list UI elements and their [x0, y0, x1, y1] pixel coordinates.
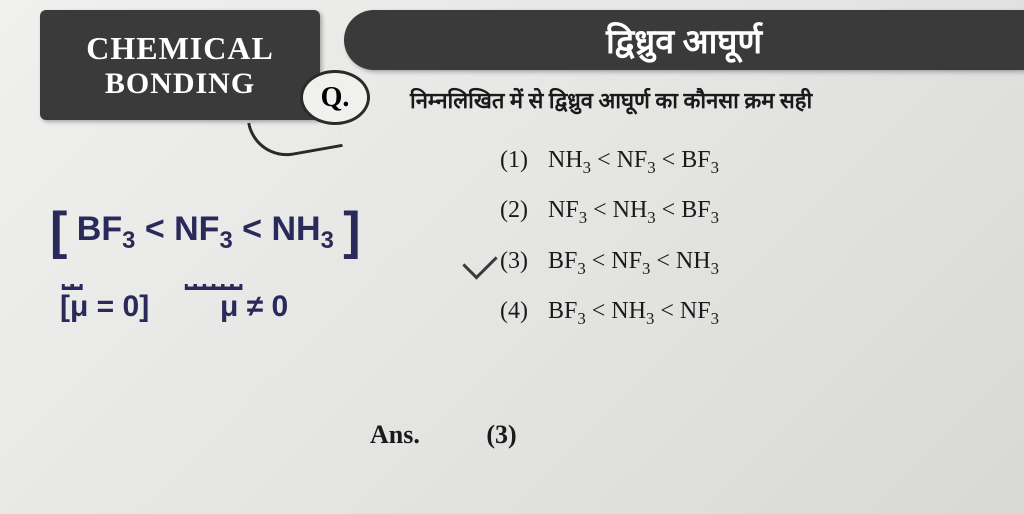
hw-lt2: < [242, 210, 262, 248]
hw-nf3: NF3 [174, 210, 233, 248]
option-4: (4) BF3 < NH3 < NF3 [500, 286, 719, 336]
options-list: (1) NH3 < NF3 < BF3 (2) NF3 < NH3 < BF3 … [500, 135, 719, 337]
hw-mu-nonzero: μ ≠ 0 [220, 290, 288, 324]
topic-banner: द्विध्रुव आघूर्ण [344, 10, 1024, 70]
chapter-line1: CHEMICAL [86, 30, 274, 67]
chapter-badge: CHEMICAL BONDING [40, 10, 320, 120]
option-2-num: (2) [500, 185, 548, 235]
option-3-num: (3) [500, 236, 548, 286]
option-3-text: BF3 < NF3 < NH3 [548, 236, 719, 286]
option-1: (1) NH3 < NF3 < BF3 [500, 135, 719, 185]
option-2-text: NF3 < NH3 < BF3 [548, 185, 719, 235]
topic-text: द्विध्रुव आघूर्ण [606, 17, 762, 63]
page-background: CHEMICAL BONDING द्विध्रुव आघूर्ण Q. निम… [0, 0, 1024, 514]
hw-mu-zero: [μ = 0] [60, 290, 149, 324]
chapter-line2: BONDING [105, 67, 255, 101]
option-4-text: BF3 < NH3 < NF3 [548, 286, 719, 336]
answer-row: Ans. (3) [370, 420, 517, 450]
hw-lt1: < [145, 210, 165, 248]
correct-tick-icon [462, 244, 497, 279]
answer-value: (3) [486, 420, 516, 449]
question-text: निम्नलिखित में से द्विध्रुव आघूर्ण का कौ… [410, 85, 1010, 115]
answer-label: Ans. [370, 420, 420, 449]
hw-underbrace-1: ⎵⎵ [62, 258, 80, 291]
option-2: (2) NF3 < NH3 < BF3 [500, 185, 719, 235]
hw-underbrace-2: ⎵⎵⎵⎵⎵⎵ [185, 258, 240, 291]
hw-nh3: NH3 [271, 210, 333, 248]
hw-bf3: BF3 [77, 210, 136, 248]
option-1-num: (1) [500, 135, 548, 185]
handwriting-inequality: [ BF3 < NF3 < NH3 ] [50, 200, 361, 262]
option-1-text: NH3 < NF3 < BF3 [548, 135, 719, 185]
option-4-num: (4) [500, 286, 548, 336]
option-3: (3) BF3 < NF3 < NH3 [500, 236, 719, 286]
